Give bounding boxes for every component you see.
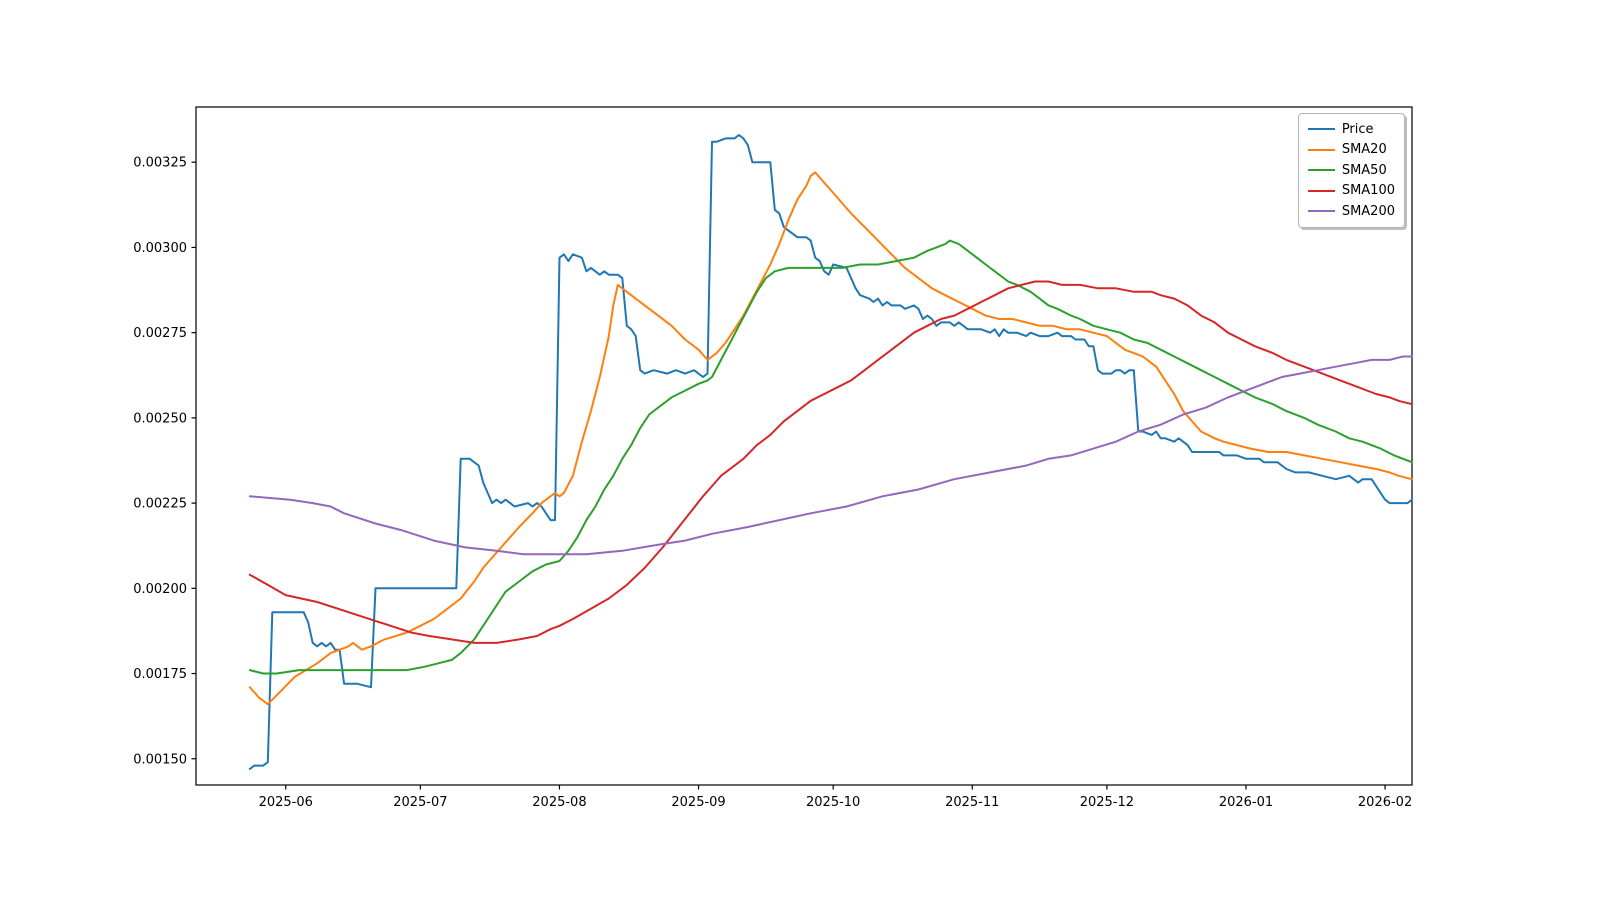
legend-item-sma50: SMA50 xyxy=(1307,160,1395,181)
legend-item-sma200: SMA200 xyxy=(1307,201,1395,222)
series-line-sma200 xyxy=(248,355,1413,556)
y-tick-label: 0.00200 xyxy=(133,582,187,597)
y-tick-label: 0.00150 xyxy=(133,752,187,767)
x-tick-label: 2026-02 xyxy=(1358,795,1412,810)
legend-item-sma100: SMA100 xyxy=(1307,181,1395,202)
plot-frame xyxy=(195,106,1413,786)
legend-label: SMA100 xyxy=(1341,183,1395,199)
series-line-sma100 xyxy=(248,280,1413,644)
x-tick-label: 2025-12 xyxy=(1080,795,1134,810)
series-line-price xyxy=(248,134,1413,770)
y-tick-label: 0.00225 xyxy=(133,497,187,512)
x-tick-label: 2025-11 xyxy=(945,795,999,810)
legend: Price SMA20 SMA50 SMA100 SMA200 xyxy=(1297,113,1405,228)
series-line-sma50 xyxy=(248,239,1413,675)
legend-label: SMA50 xyxy=(1341,162,1387,178)
legend-label: SMA200 xyxy=(1341,203,1395,219)
legend-label: Price xyxy=(1341,121,1374,137)
x-tick-label: 2025-07 xyxy=(393,795,447,810)
legend-item-sma20: SMA20 xyxy=(1307,140,1395,161)
x-tick-label: 2025-08 xyxy=(532,795,586,810)
legend-line-icon xyxy=(1307,128,1335,131)
y-tick-label: 0.00325 xyxy=(133,156,187,171)
x-tick-label: 2026-01 xyxy=(1219,795,1273,810)
y-tick-label: 0.00275 xyxy=(133,326,187,341)
y-tick-label: 0.00300 xyxy=(133,241,187,256)
legend-line-icon xyxy=(1307,210,1335,213)
x-tick-label: 2025-06 xyxy=(259,795,313,810)
x-tick-label: 2025-09 xyxy=(671,795,725,810)
series-line-sma20 xyxy=(248,171,1413,706)
y-tick-label: 0.00250 xyxy=(133,411,187,426)
legend-line-icon xyxy=(1307,148,1335,151)
x-tick-label: 2025-10 xyxy=(806,795,860,810)
legend-item-price: Price xyxy=(1307,119,1395,140)
legend-line-icon xyxy=(1307,189,1335,192)
y-tick-label: 0.00175 xyxy=(133,667,187,682)
legend-line-icon xyxy=(1307,169,1335,172)
legend-label: SMA20 xyxy=(1341,142,1387,158)
